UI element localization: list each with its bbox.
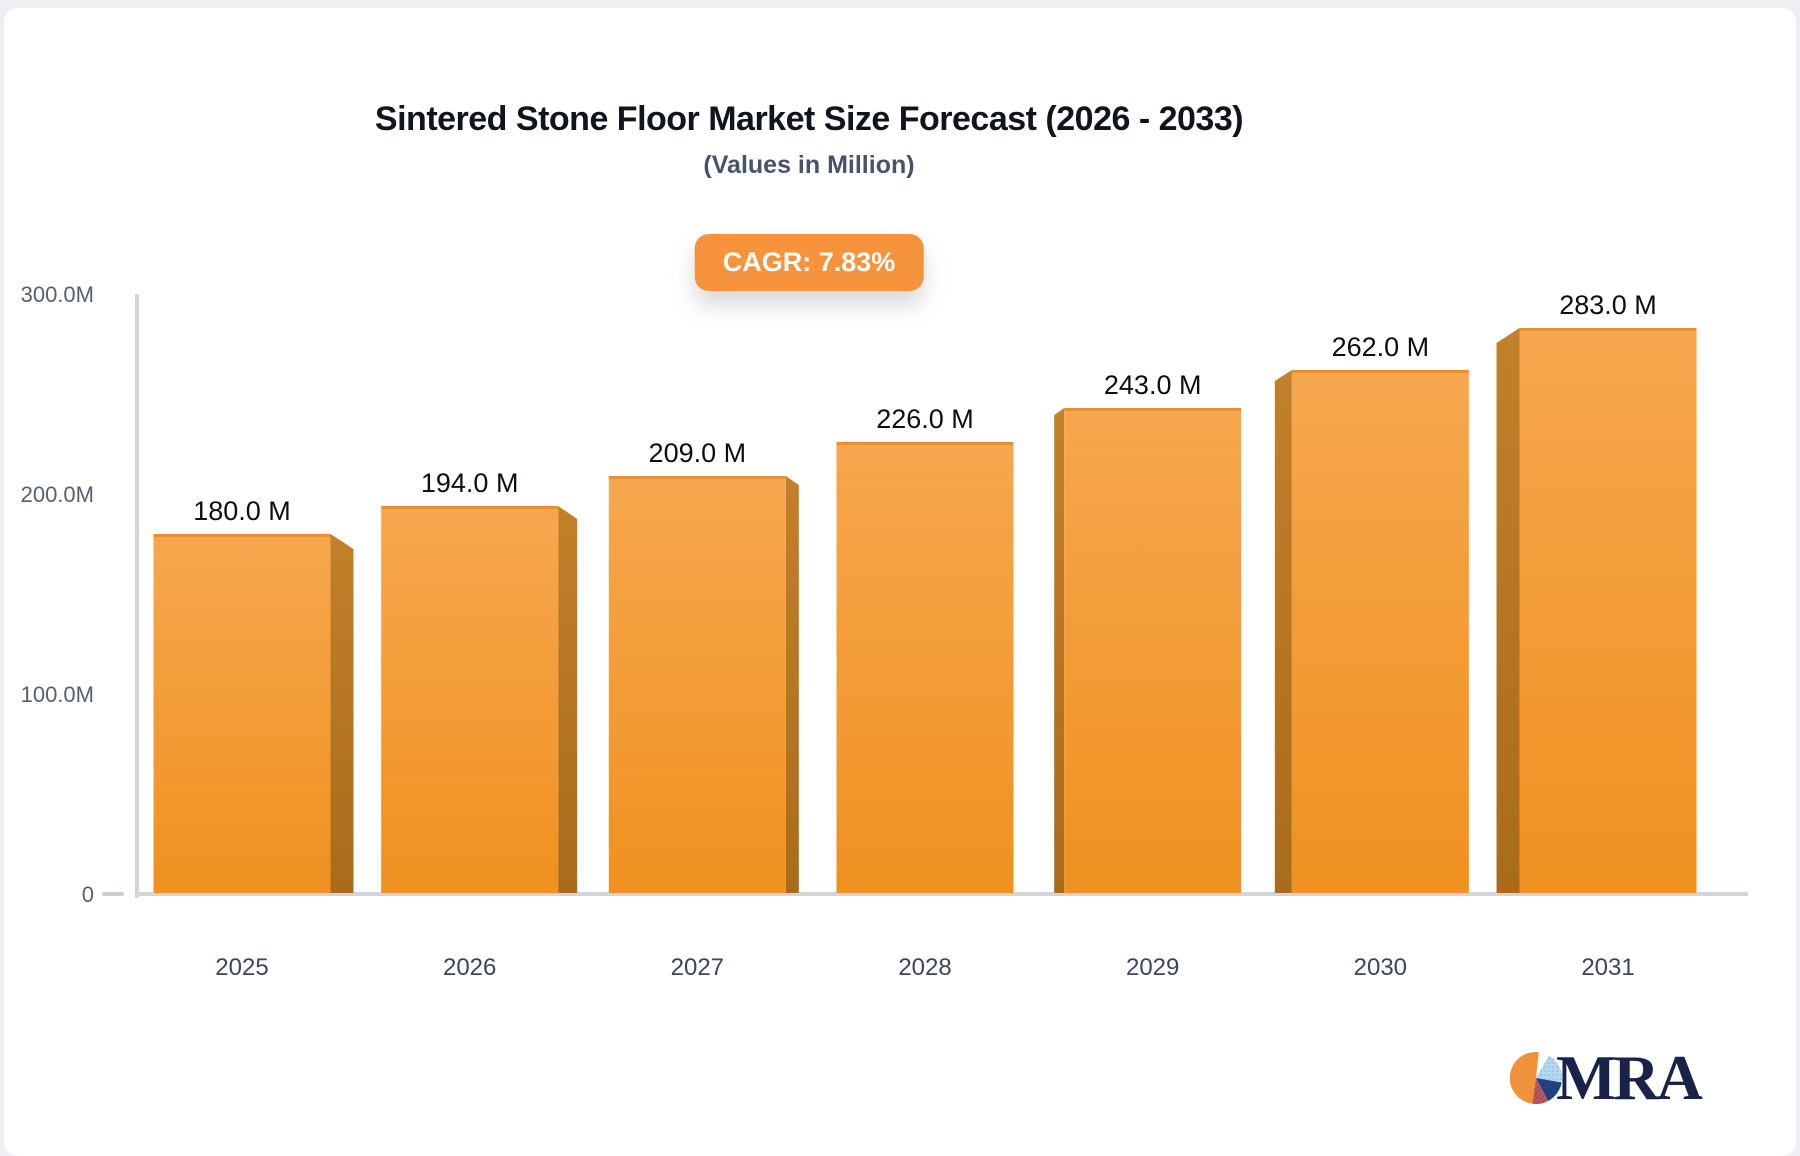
bar-value-label: 262.0 M (1332, 332, 1430, 362)
bar-face (153, 534, 331, 893)
x-axis-label: 2025 (215, 954, 268, 981)
bar-side (1054, 408, 1065, 893)
mra-pie-icon (1509, 1051, 1562, 1105)
pie-slice-navy (1536, 1078, 1562, 1101)
bar-value-label: 283.0 M (1559, 290, 1657, 320)
bar-top-edge (836, 442, 1014, 445)
bar-side (558, 506, 578, 893)
bar-group-2025 (153, 534, 354, 893)
chart-title: Sintered Stone Floor Market Size Forecas… (374, 100, 1244, 138)
x-axis-label: 2030 (1354, 954, 1407, 981)
bar-value-label: 209.0 M (649, 438, 747, 468)
bar-chart: 0 100.0M 200.0M 300.0M 180.0 M 2025 194.0 M 202… (21, 282, 1748, 981)
x-axis-label: 2028 (898, 954, 951, 981)
bar-top-edge (1064, 408, 1242, 411)
bar-top-edge (381, 506, 559, 509)
mra-logo-text: MRA (1556, 1042, 1703, 1113)
cagr-badge: CAGR: 7.83% (694, 234, 924, 291)
bar-value-label: 243.0 M (1104, 370, 1202, 400)
x-axis-label: 2027 (671, 954, 724, 981)
bars-layer (153, 328, 1697, 893)
bar-group-2027 (608, 476, 799, 893)
bar-face (1291, 370, 1469, 893)
bar-top-edge (1291, 370, 1469, 373)
bar-group-2028 (836, 442, 1014, 893)
labels-layer: 0 100.0M 200.0M 300.0M 180.0 M 2025 194.0 M 202… (21, 282, 1657, 981)
bar-face (1064, 408, 1242, 893)
pie-slice-lightblue-texture (1536, 1055, 1562, 1083)
bar-side (1496, 328, 1520, 893)
bar-face (1519, 328, 1697, 893)
mra-logo: MRA (1507, 1042, 1703, 1113)
y-axis-tick-label: 100.0M (21, 682, 94, 707)
bar-face (381, 506, 559, 893)
pie-slice-red-texture (1532, 1078, 1549, 1105)
x-axis-label: 2031 (1581, 954, 1634, 981)
bar-group-2030 (1274, 370, 1469, 893)
bar-top-edge (608, 476, 786, 479)
bar-value-label: 226.0 M (876, 404, 974, 434)
bar-value-label: 180.0 M (193, 496, 291, 526)
x-axis-line (135, 892, 1748, 896)
y-axis-line (135, 294, 139, 898)
y-axis-tick-label: 0 (82, 882, 94, 907)
bar-top-edge (1519, 328, 1697, 331)
chart-card: Sintered Stone Floor Market Size Forecas… (4, 8, 1796, 1156)
chart-subtitle: (Values in Million) (703, 151, 915, 179)
bar-group-2031 (1496, 328, 1697, 893)
y-axis-tick-label: 300.0M (21, 282, 94, 307)
x-axis-label: 2026 (443, 954, 496, 981)
chart-header: Sintered Stone Floor Market Size Forecas… (9, 100, 1609, 180)
y-axis-tick-label: 200.0M (21, 482, 94, 507)
bar-value-label: 194.0 M (421, 468, 519, 498)
zero-tick-dash (102, 892, 124, 896)
bar-side (330, 534, 354, 893)
bar-group-2029 (1054, 408, 1242, 893)
bar-face (608, 476, 786, 893)
x-axis-label: 2029 (1126, 954, 1179, 981)
bar-group-2026 (381, 506, 578, 893)
bar-face (836, 442, 1014, 893)
bar-top-edge (153, 534, 331, 537)
bar-side (1274, 370, 1292, 893)
axis-layer (135, 294, 1748, 898)
pie-slice-orange (1509, 1051, 1539, 1104)
bar-side (785, 476, 799, 893)
